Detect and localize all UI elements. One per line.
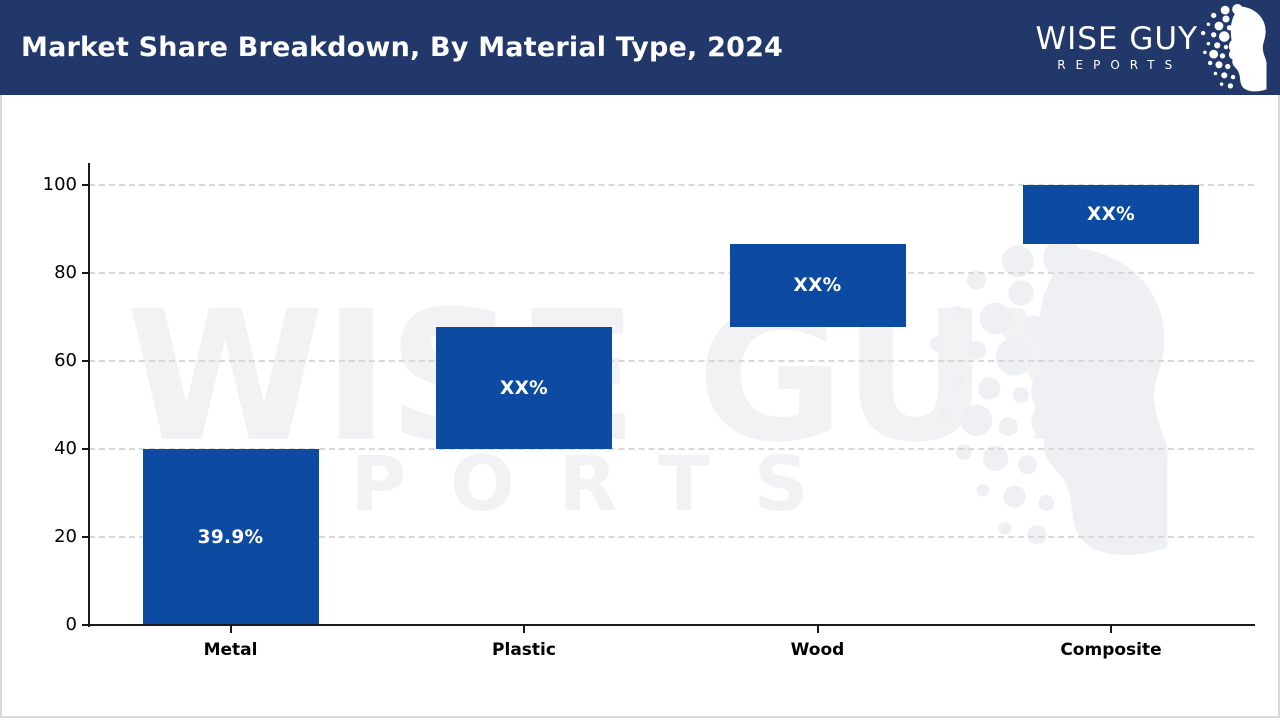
header-bar: Market Share Breakdown, By Material Type… — [0, 0, 1280, 95]
x-category-label: Composite — [1060, 640, 1162, 660]
x-category-label: Wood — [790, 640, 845, 660]
gridline-20 — [89, 536, 1254, 538]
logo-wordmark: WISE GUY — [1035, 21, 1198, 57]
y-tick-label: 0 — [65, 614, 77, 635]
bar-composite: XX% — [1023, 185, 1199, 245]
y-tick-20 — [82, 536, 89, 538]
x-tick-plastic — [523, 626, 525, 633]
bar-metal: 39.9% — [142, 449, 319, 625]
gridline-100 — [89, 184, 1254, 186]
bar-wood: XX% — [729, 244, 906, 328]
x-category-label: Metal — [203, 640, 258, 660]
y-tick-60 — [82, 360, 89, 362]
y-tick-label: 80 — [54, 262, 77, 283]
page-title: Market Share Breakdown, By Material Type… — [21, 32, 784, 63]
y-tick-label: 60 — [54, 350, 77, 371]
x-tick-metal — [229, 626, 232, 633]
gridline-80 — [89, 272, 1254, 274]
watermark-wordmark: WISE GUY — [126, 273, 1117, 482]
gridline-40 — [89, 448, 1254, 450]
bar-value-label: 39.9% — [197, 526, 264, 548]
wise-guy-reports-logo: WISE GUY REPORTS — [1035, 3, 1270, 92]
bar-plastic: XX% — [436, 327, 612, 450]
watermark-head-icon — [930, 239, 1168, 555]
y-tick-label: 20 — [54, 526, 77, 547]
y-tick-40 — [82, 448, 89, 450]
dotted-head-icon — [1200, 3, 1267, 91]
logo-subtitle: REPORTS — [1057, 58, 1183, 72]
y-tick-0 — [82, 624, 89, 626]
x-tick-wood — [816, 626, 819, 633]
bar-value-label: XX% — [1087, 204, 1135, 226]
x-tick-composite — [1110, 626, 1112, 633]
y-tick-label: 40 — [54, 438, 77, 459]
bar-value-label: XX% — [500, 377, 548, 399]
y-tick-100 — [82, 184, 89, 186]
y-tick-label: 100 — [42, 174, 77, 195]
x-axis-line — [88, 624, 1255, 626]
gridline-60 — [89, 360, 1254, 362]
y-axis-line — [88, 163, 90, 627]
logo-text: WISE GUY REPORTS — [1035, 21, 1198, 72]
bar-value-label: XX% — [793, 275, 842, 297]
y-tick-80 — [82, 272, 89, 274]
x-category-label: Plastic — [492, 640, 556, 660]
